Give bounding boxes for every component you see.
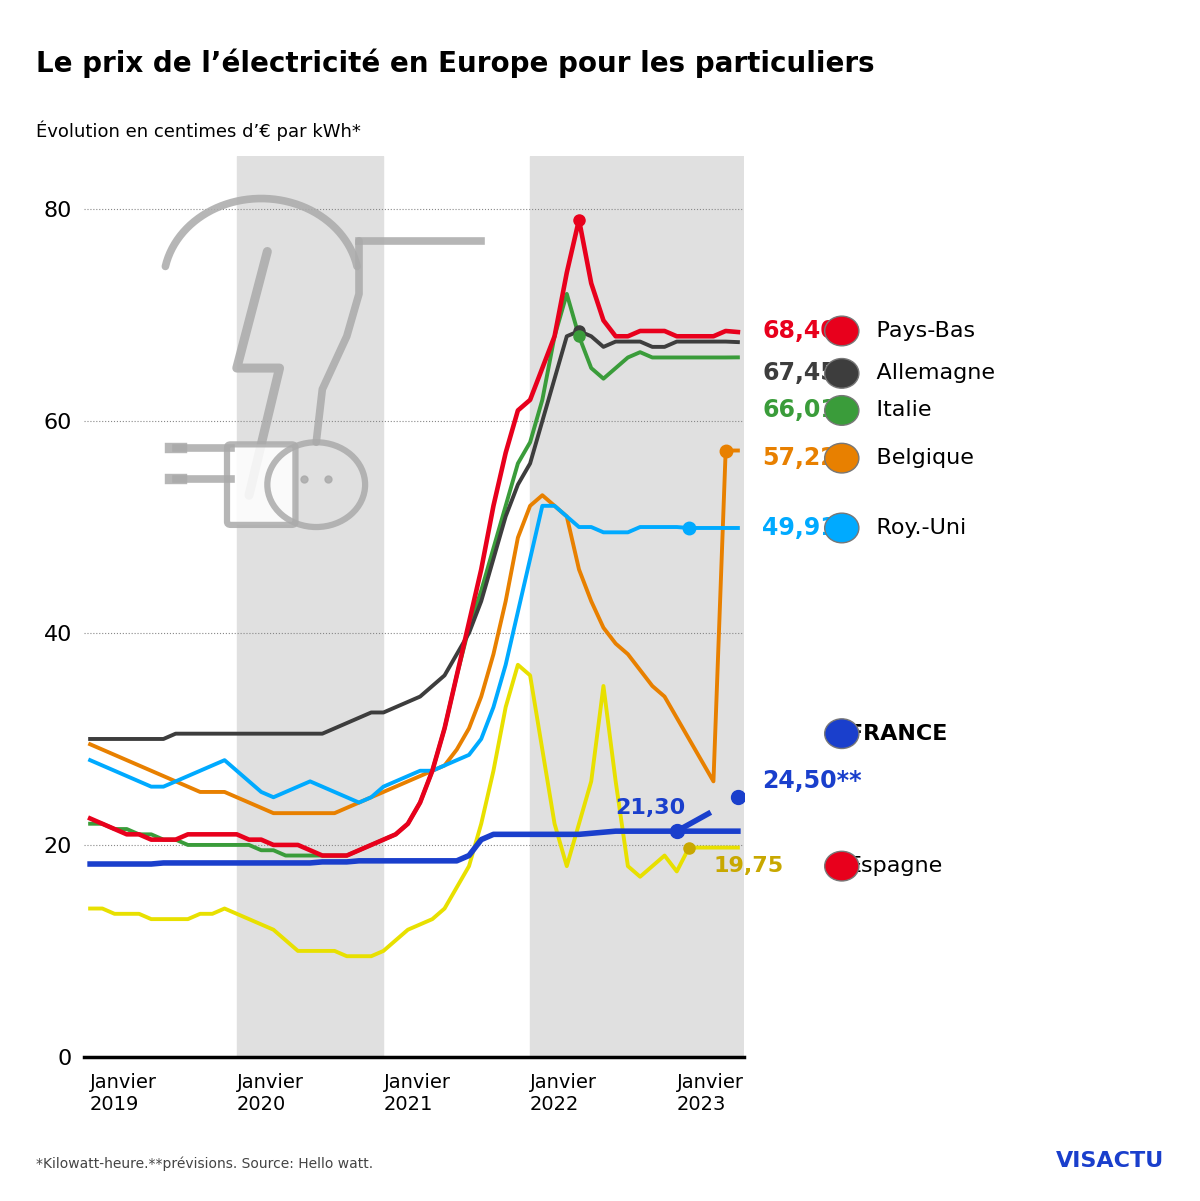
Circle shape: [824, 316, 859, 346]
Text: Belgique: Belgique: [848, 448, 973, 468]
Text: Roy.-Uni: Roy.-Uni: [848, 518, 966, 538]
Circle shape: [824, 395, 859, 425]
Text: 19,75: 19,75: [714, 856, 784, 877]
FancyBboxPatch shape: [227, 444, 295, 525]
Text: Espagne: Espagne: [848, 856, 943, 877]
Text: Le prix de l’électricité en Europe pour les particuliers: Le prix de l’électricité en Europe pour …: [36, 48, 875, 78]
Text: 66,01: 66,01: [762, 399, 838, 423]
Text: FRANCE: FRANCE: [848, 724, 947, 743]
Text: 68,40: 68,40: [762, 319, 838, 343]
Circle shape: [824, 359, 859, 388]
Bar: [236, 156, 384, 1057]
Text: Pays-Bas: Pays-Bas: [848, 321, 976, 341]
Text: 21,30: 21,30: [616, 797, 686, 818]
Text: VISACTU: VISACTU: [1056, 1151, 1164, 1171]
Text: Évolution en centimes d’€ par kWh*: Évolution en centimes d’€ par kWh*: [36, 120, 361, 141]
Text: *Kilowatt-heure.**prévisions. Source: Hello watt.: *Kilowatt-heure.**prévisions. Source: He…: [36, 1157, 373, 1171]
Circle shape: [824, 513, 859, 543]
Text: 67,45: 67,45: [762, 362, 838, 386]
Bar: [677, 156, 750, 1057]
Circle shape: [824, 443, 859, 473]
Text: 57,22: 57,22: [762, 446, 836, 470]
Text: 24,50**: 24,50**: [762, 770, 862, 794]
Text: Italie: Italie: [848, 400, 931, 420]
Text: Allemagne: Allemagne: [848, 364, 995, 383]
Bar: [530, 156, 677, 1057]
Circle shape: [824, 719, 859, 748]
Circle shape: [824, 852, 859, 882]
Text: 49,91: 49,91: [762, 516, 836, 540]
